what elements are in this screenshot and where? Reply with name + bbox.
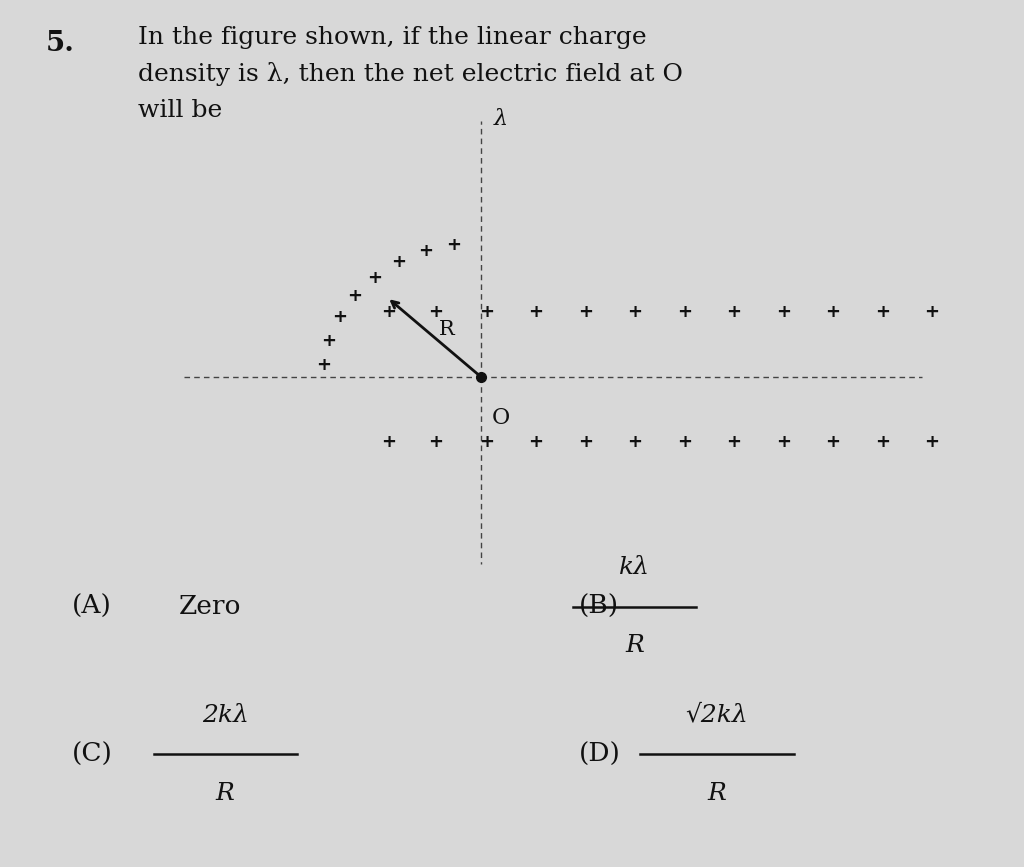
- Text: +: +: [428, 434, 442, 451]
- Text: +: +: [578, 303, 593, 321]
- Text: +: +: [347, 287, 362, 305]
- Text: +: +: [528, 434, 544, 451]
- Text: R: R: [438, 320, 455, 339]
- Text: +: +: [677, 303, 692, 321]
- Text: will be: will be: [138, 99, 222, 122]
- Text: Zero: Zero: [179, 595, 242, 619]
- Text: +: +: [315, 356, 331, 375]
- Text: 5.: 5.: [46, 30, 75, 57]
- Text: +: +: [479, 434, 494, 451]
- Text: +: +: [382, 303, 396, 321]
- Text: R: R: [708, 782, 726, 805]
- Text: +: +: [628, 303, 642, 321]
- Text: +: +: [825, 303, 841, 321]
- Text: +: +: [446, 236, 461, 254]
- Text: +: +: [321, 332, 336, 349]
- Text: +: +: [528, 303, 544, 321]
- Text: +: +: [874, 434, 890, 451]
- Text: density is λ, then the net electric field at O: density is λ, then the net electric fiel…: [138, 62, 683, 87]
- Text: +: +: [726, 434, 741, 451]
- Text: kλ: kλ: [620, 557, 650, 579]
- Text: (B): (B): [579, 595, 618, 619]
- Text: +: +: [776, 303, 791, 321]
- Text: (C): (C): [72, 742, 113, 766]
- Text: +: +: [418, 243, 432, 260]
- Text: +: +: [382, 434, 396, 451]
- Text: +: +: [726, 303, 741, 321]
- Text: √2kλ: √2kλ: [685, 704, 749, 727]
- Text: +: +: [677, 434, 692, 451]
- Text: +: +: [368, 269, 382, 286]
- Text: +: +: [428, 303, 442, 321]
- Text: +: +: [776, 434, 791, 451]
- Text: λ: λ: [494, 108, 508, 130]
- Text: In the figure shown, if the linear charge: In the figure shown, if the linear charg…: [138, 26, 647, 49]
- Text: +: +: [628, 434, 642, 451]
- Text: (A): (A): [72, 595, 112, 619]
- Text: R: R: [626, 635, 644, 657]
- Text: +: +: [578, 434, 593, 451]
- Text: O: O: [492, 407, 510, 429]
- Text: +: +: [925, 434, 939, 451]
- Text: +: +: [874, 303, 890, 321]
- Text: R: R: [216, 782, 234, 805]
- Text: +: +: [479, 303, 494, 321]
- Text: (D): (D): [579, 742, 621, 766]
- Text: +: +: [825, 434, 841, 451]
- Text: 2kλ: 2kλ: [202, 704, 249, 727]
- Text: +: +: [391, 253, 407, 271]
- Text: +: +: [925, 303, 939, 321]
- Text: +: +: [332, 309, 347, 326]
